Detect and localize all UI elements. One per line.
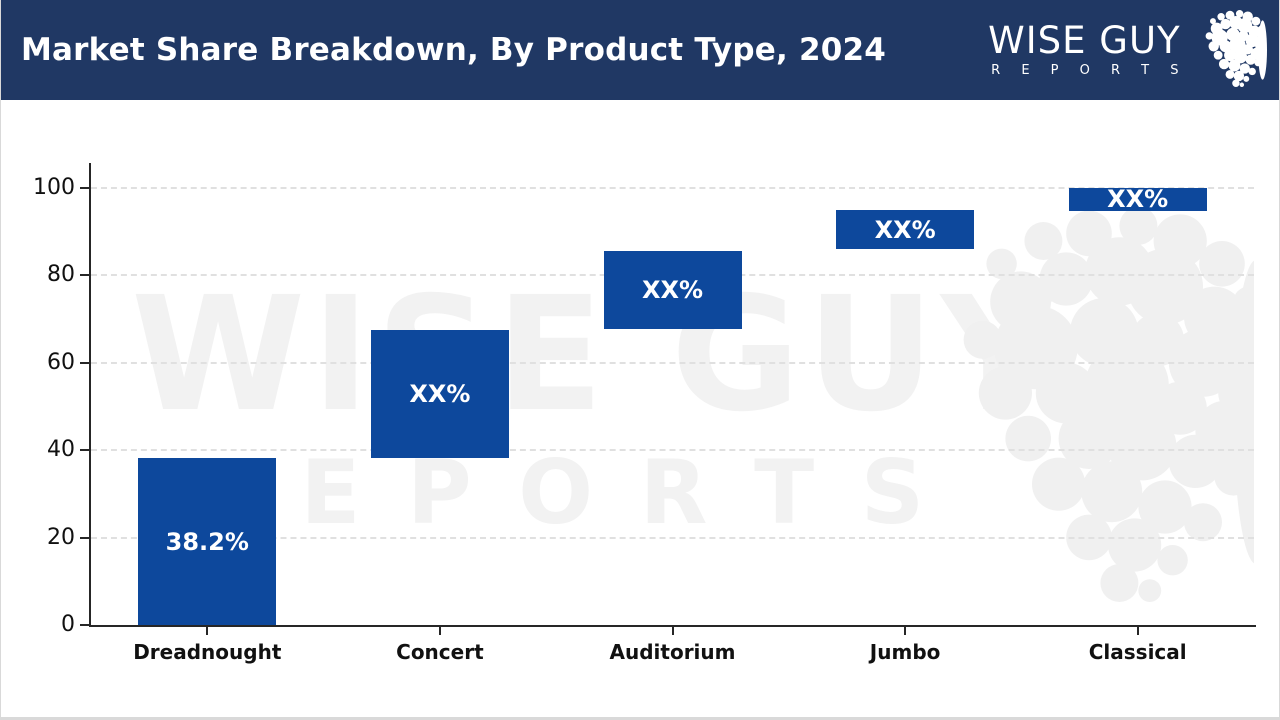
watermark-wordmark: WISE GUY [131,263,1062,447]
logo-subtitle: R E P O R T S [991,63,1187,78]
logo-wise-guy-reports: WISE GUY R E P O R T S [988,7,1267,93]
bar-label-classical: XX% [1107,185,1169,214]
x-tick-dreadnought [206,627,209,635]
x-label-dreadnought: Dreadnought [133,640,282,664]
bar-label-concert: XX% [409,379,471,408]
bar-classical: XX% [1068,185,1207,214]
x-label-auditorium: Auditorium [609,640,736,664]
watermark-head-icon [899,203,1254,621]
watermark-subtitle: R E P O R T S [186,441,933,544]
gridline-40 [91,449,1254,452]
logo-head-icon [1193,7,1267,93]
bar-jumbo: XX% [836,210,975,250]
bar-label-jumbo: XX% [874,215,936,244]
y-tick-label-80: 80 [47,262,75,288]
x-label-classical: Classical [1088,640,1187,664]
gridline-60 [91,361,1254,364]
y-tick-0 [80,624,89,626]
x-axis-spine [89,625,1256,627]
y-tick-20 [80,536,89,539]
bar-label-dreadnought: 38.2% [165,527,249,556]
bar-auditorium: XX% [603,251,742,330]
x-tick-concert [438,627,441,635]
y-tick-label-60: 60 [47,349,75,375]
y-tick-label-20: 20 [47,524,75,550]
y-tick-label-0: 0 [61,612,75,637]
bar-label-auditorium: XX% [641,276,704,305]
x-tick-classical [1136,627,1139,635]
logo-wordmark: WISE GUY [988,19,1181,62]
y-tick-label-100: 100 [33,175,75,200]
bar-concert: XX% [370,329,509,458]
header-bar: Market Share Breakdown, By Product Type,… [1,0,1279,100]
y-tick-100 [80,187,89,189]
x-tick-jumbo [904,627,907,635]
x-tick-auditorium [671,627,674,635]
chart-title: Market Share Breakdown, By Product Type,… [21,32,887,68]
gridline-20 [91,536,1254,539]
x-label-concert: Concert [396,640,484,664]
y-tick-label-40: 40 [47,437,75,463]
y-axis-spine [89,163,91,627]
gridline-100 [91,187,1254,189]
y-tick-80 [80,274,89,277]
logo-text: WISE GUY R E P O R T S [988,22,1187,78]
bar-dreadnought: 38.2% [138,458,277,625]
x-label-jumbo: Jumbo [869,640,941,664]
y-tick-60 [80,361,89,364]
y-tick-40 [80,449,89,452]
